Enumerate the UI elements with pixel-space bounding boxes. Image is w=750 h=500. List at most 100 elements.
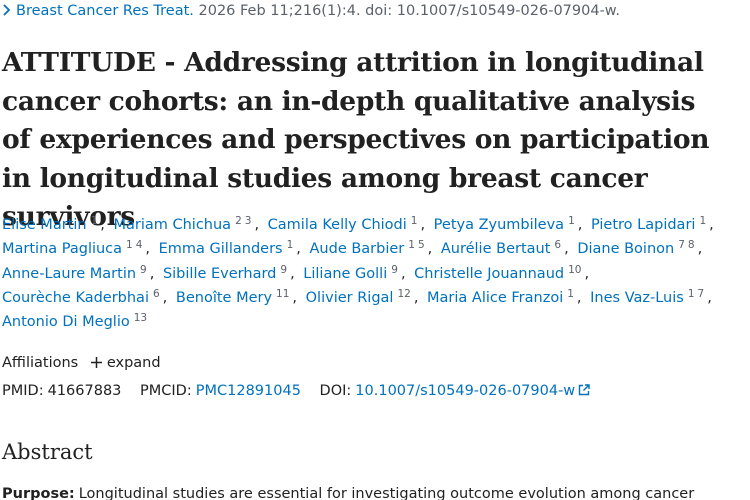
affiliation-ref[interactable]: 13 [133,312,148,325]
author: Antonio Di Meglio 13 [2,312,150,331]
affiliation-ref[interactable]: 9 [280,263,288,276]
author-link[interactable]: Elise Martin [2,217,87,233]
author-link[interactable]: Liliane Golli [303,265,388,282]
author: Olivier Rigal 12 [305,288,423,306]
author: Elise Martin 1 [2,215,109,233]
affiliation-ref[interactable]: 9 [391,263,398,276]
purpose-label: Purpose: [2,486,75,500]
author-link[interactable]: Antonio Di Meglio [2,314,130,331]
affiliation-ref[interactable]: 6 [554,239,562,252]
author: Anne-Laure Martin 9 [2,264,158,282]
expand-toggle[interactable]: expand [90,355,161,371]
author-link[interactable]: Mariam Chichua [113,217,232,233]
author: Liliane Golli 9 [303,264,409,282]
purpose-text: Longitudinal studies are essential for i… [78,486,695,500]
affiliation-ref[interactable]: 6 [152,287,160,300]
author-link[interactable]: Olivier Rigal [305,289,394,306]
affiliation-ref[interactable]: 3 [244,215,252,227]
affiliation-refs: 9 [140,264,150,276]
affiliation-refs: 9 [391,264,401,276]
author-link[interactable]: Courèche Kaderbhai [2,289,149,306]
pmcid-label: PMCID: [140,383,192,399]
author: Aude Barbier 1 5 [309,239,437,258]
author: Petya Zyumbileva 1 [433,215,587,233]
author-link[interactable]: Christelle Jouannaud [414,265,565,282]
affiliation-ref[interactable]: 1 [126,239,133,252]
affiliation-ref[interactable]: 10 [568,263,582,276]
affiliation-refs: 6 [554,239,564,251]
affiliation-ref[interactable]: 8 [687,239,695,252]
affiliation-ref[interactable]: 7 [697,287,705,300]
author-link[interactable]: Aude Barbier [309,241,405,258]
expand-label: expand [106,355,161,371]
author-link[interactable]: Ines Vaz-Luis [590,289,684,306]
author: Pietro Lapidari 1 [590,215,718,233]
author-link[interactable]: Petya Zyumbileva [433,217,565,233]
journal-link[interactable]: Breast Cancer Res Treat. [16,3,194,19]
affiliation-ref[interactable]: 1 [90,215,98,227]
pmcid-link[interactable]: PMC12891045 [195,383,301,399]
affiliation-ref[interactable]: 12 [397,287,411,300]
author: Courèche Kaderbhai 6 [2,288,171,306]
affiliation-ref[interactable]: 2 [235,215,242,227]
citation-details: 2026 Feb 11;216(1):4. doi: 10.1007/s1054… [198,3,620,19]
author: Sibille Everhard 9 [162,263,299,282]
author-link[interactable]: Aurélie Bertaut [440,241,551,258]
author-link[interactable]: Sibille Everhard [162,265,277,282]
author: Maria Alice Franzoi 1 [427,288,586,306]
affiliation-ref[interactable]: 5 [417,239,425,252]
affiliation-ref[interactable]: 1 [286,239,294,252]
author-link[interactable]: Maria Alice Franzoi [427,289,564,306]
author-link[interactable]: Martina Pagliuca [2,241,123,258]
affiliation-ref[interactable]: 4 [135,239,143,252]
author: Camila Kelly Chiodi 1 [267,215,429,233]
author-link[interactable]: Benoîte Mery [175,289,273,306]
chevron-icon [3,4,11,16]
author: Emma Gillanders 1 [158,239,305,258]
author: Christelle Jouannaud 10 [414,264,593,282]
affiliations-label: Affiliations [2,355,79,371]
affiliation-ref[interactable]: 1 [567,287,574,300]
citation: Breast Cancer Res Treat. 2026 Feb 11;216… [2,3,620,19]
identifiers: PMID: 41667883 PMCID: PMC12891045 DOI: 10.1… [2,383,590,399]
doi-text: 10.1007/s10549-026-07904-w [355,383,576,399]
plus-icon [90,357,102,368]
doi-link[interactable]: 10.1007/s10549-026-07904-w [355,383,590,399]
affiliation-refs: 1 [568,215,578,227]
author: Ines Vaz-Luis 1 7 [590,288,716,306]
affiliations: Affiliations expand [2,355,161,371]
author-link[interactable]: Emma Gillanders [158,241,283,258]
affiliation-ref[interactable]: 9 [140,263,147,276]
affiliation-refs: 13 [134,312,150,324]
affiliation-ref[interactable]: 7 [678,239,685,252]
author-link[interactable]: Camila Kelly Chiodi [267,217,407,233]
affiliation-ref[interactable]: 1 [568,215,575,227]
abstract-heading: Abstract [2,440,93,464]
abstract-purpose: Purpose: Longitudinal studies are essenti… [2,486,694,500]
affiliation-ref[interactable]: 1 [699,215,707,227]
affiliation-ref[interactable]: 11 [276,287,290,300]
affiliation-refs: 10 [568,264,584,276]
affiliation-ref[interactable]: 1 [687,287,695,300]
author: Diane Boinon 7 8 [577,239,706,258]
author-link[interactable]: Pietro Lapidari [590,217,696,233]
pmid-label: PMID: [2,383,44,399]
author-link[interactable]: Diane Boinon [577,241,675,258]
affiliation-refs: 1 [91,215,101,227]
author: Aurélie Bertaut 6 [440,239,573,258]
affiliation-ref[interactable]: 1 [410,215,418,227]
external-link-icon [578,384,590,396]
author-link[interactable]: Anne-Laure Martin [2,265,137,282]
affiliation-refs: 12 [397,288,413,300]
affiliation-refs: 6 [153,288,163,300]
affiliation-refs: 1 [567,288,577,300]
affiliation-ref[interactable]: 1 [408,239,415,252]
author: Benoîte Mery 11 [175,287,301,306]
affiliation-refs: 1 [411,215,421,227]
